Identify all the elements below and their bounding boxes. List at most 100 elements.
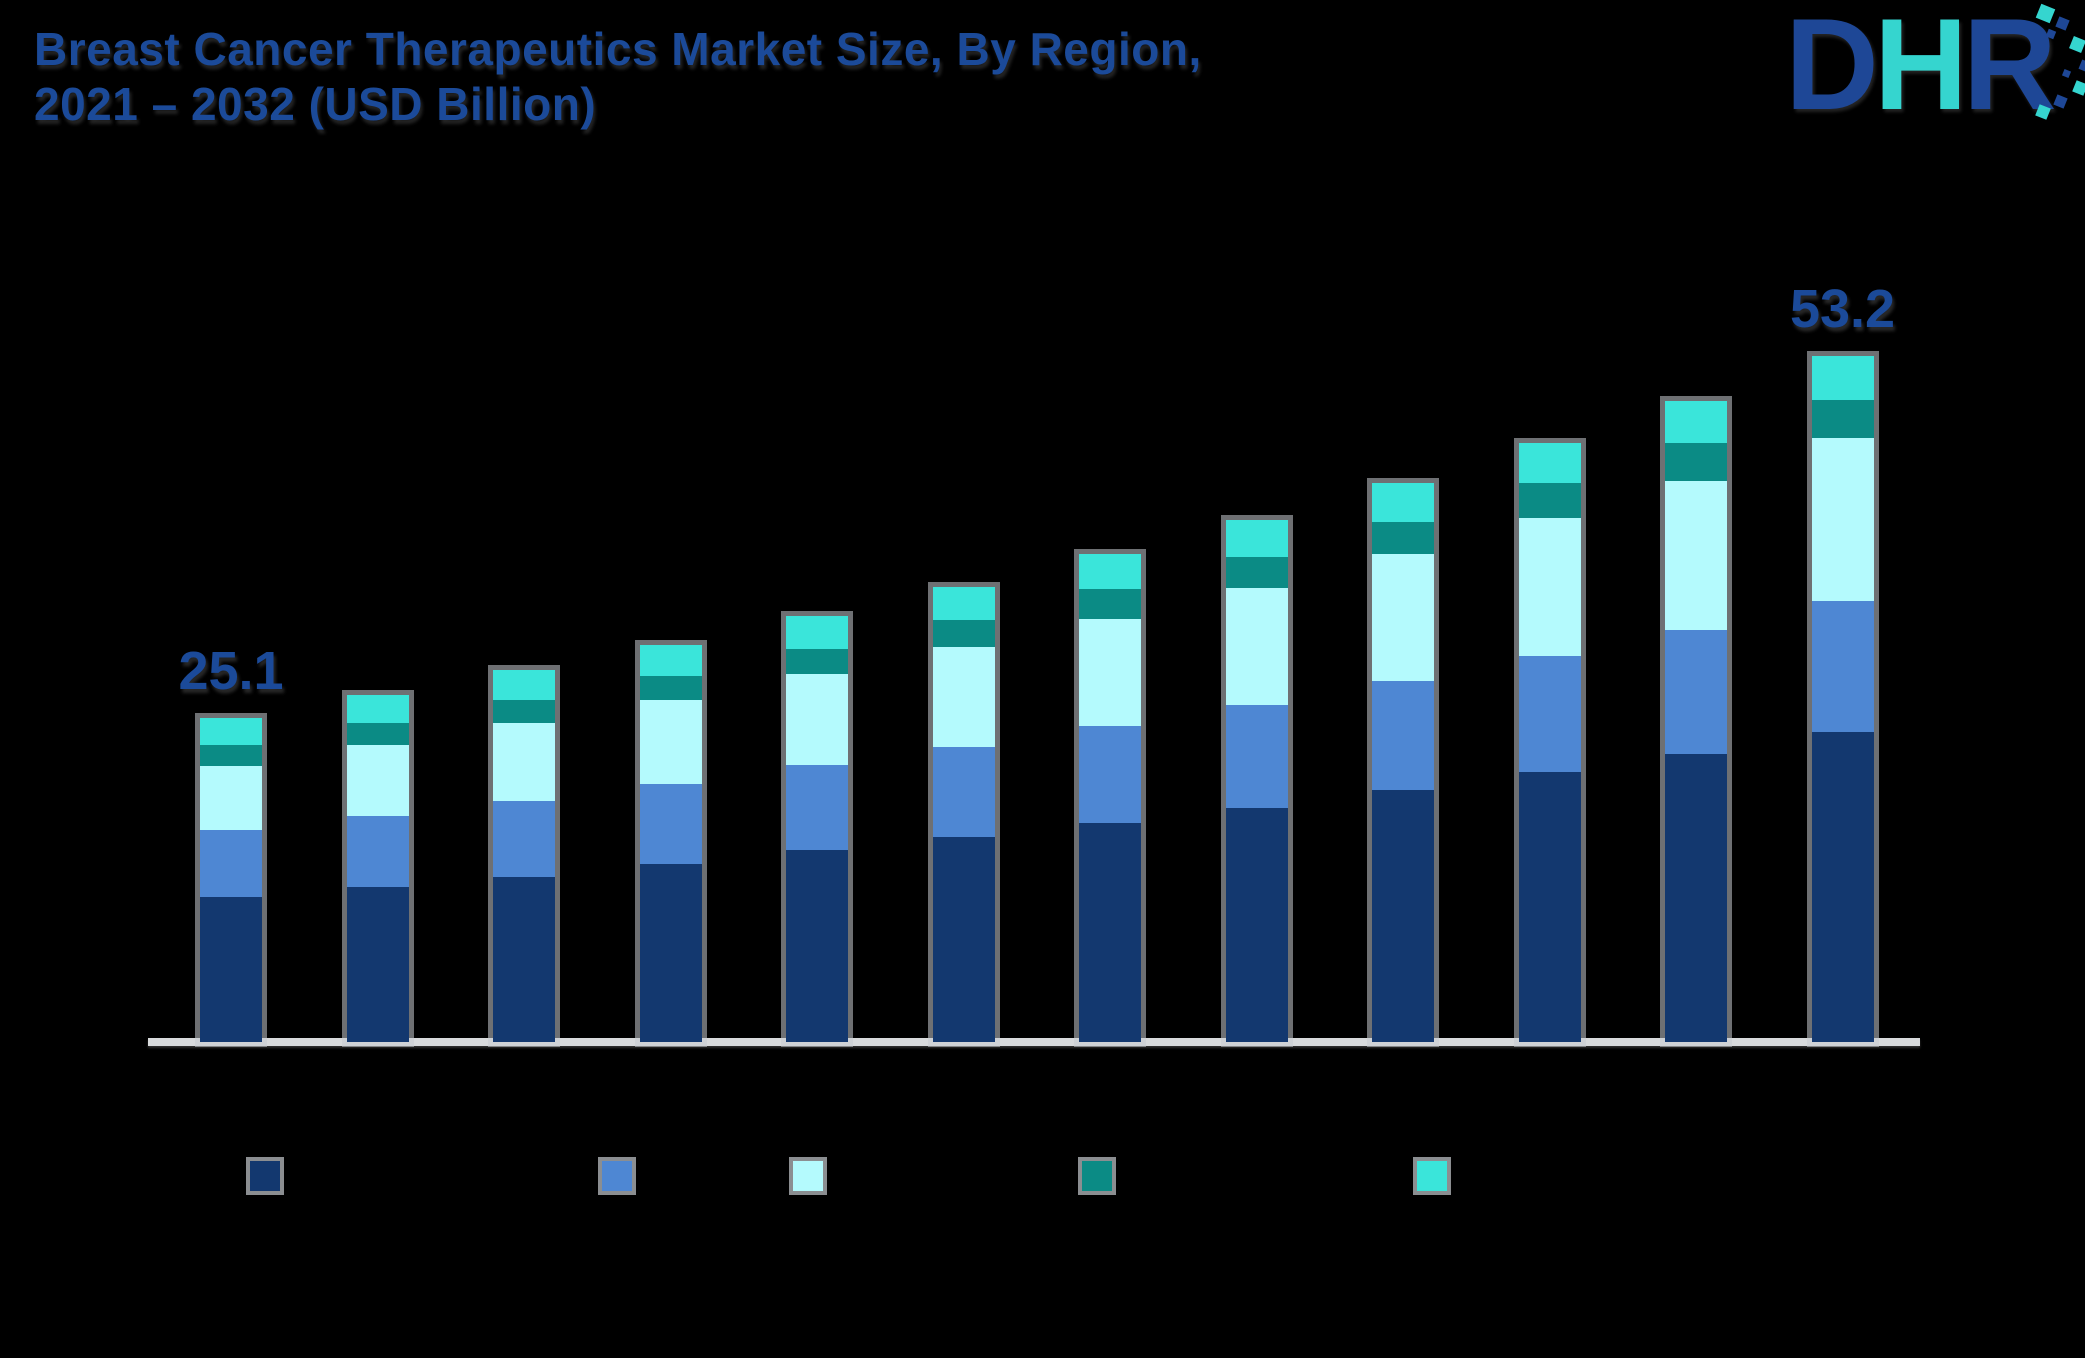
segment-north-america-2028 <box>1225 808 1288 1042</box>
segment-middle-east-africa-2024 <box>639 644 702 676</box>
dhr-logo: D H R <box>1785 0 2085 144</box>
segment-middle-east-africa-2032 <box>1811 355 1874 400</box>
segment-north-america-2021 <box>200 897 262 1042</box>
segment-middle-east-africa-2031 <box>1665 400 1727 444</box>
segment-latin-america-2027 <box>1079 589 1141 619</box>
bar-2023 <box>488 665 560 1047</box>
segment-latin-america-2030 <box>1518 483 1581 519</box>
x-axis-label-2031: 2031 <box>1669 1052 1723 1079</box>
segment-asia-pacific-2032 <box>1811 438 1874 601</box>
segment-latin-america-2029 <box>1372 522 1434 555</box>
bar-2025 <box>781 611 853 1047</box>
segment-north-america-2032 <box>1811 732 1874 1042</box>
segment-asia-pacific-2028 <box>1225 587 1288 706</box>
segment-asia-pacific-2026 <box>932 647 995 747</box>
bar-2030 <box>1513 438 1586 1047</box>
bar-2027 <box>1074 549 1146 1047</box>
segment-asia-pacific-2025 <box>786 674 848 765</box>
segment-europe-2032 <box>1811 600 1874 733</box>
legend-item-north-america: North America <box>246 1156 461 1195</box>
bar-2024 <box>634 639 707 1047</box>
logo-letter-h: H <box>1873 0 1968 137</box>
segment-north-america-2024 <box>639 863 702 1042</box>
segment-europe-2030 <box>1518 656 1581 773</box>
chart-title: Breast Cancer Therapeutics Market Size, … <box>34 22 1202 132</box>
segment-asia-pacific-2023 <box>493 723 555 801</box>
chart-title-line1: Breast Cancer Therapeutics Market Size, … <box>34 23 1202 75</box>
segment-middle-east-africa-2025 <box>786 616 848 649</box>
bar-2026 <box>927 581 1000 1047</box>
segment-europe-2021 <box>200 830 262 898</box>
segment-asia-pacific-2024 <box>639 700 702 784</box>
legend-item-middle-east-africa: Middle East & Africa <box>1413 1156 1696 1195</box>
bar-2021 <box>195 713 267 1047</box>
legend-label-latin-america: Latin America <box>1128 1160 1286 1190</box>
x-axis-label-2025: 2025 <box>790 1052 844 1079</box>
segment-middle-east-africa-2026 <box>932 586 995 621</box>
legend-swatch-asia-pacific <box>789 1156 827 1195</box>
segment-europe-2028 <box>1225 705 1288 809</box>
x-axis-label-2028: 2028 <box>1229 1052 1284 1079</box>
segment-north-america-2031 <box>1665 754 1727 1042</box>
x-axis-label-2021: 2021 <box>204 1052 258 1079</box>
segment-latin-america-2028 <box>1225 556 1288 588</box>
segment-north-america-2023 <box>493 876 555 1042</box>
segment-north-america-2022 <box>346 887 409 1042</box>
bar-2031 <box>1660 395 1732 1047</box>
segment-latin-america-2031 <box>1665 443 1727 481</box>
segment-europe-2031 <box>1665 630 1727 755</box>
legend-item-europe: Europe <box>598 1156 732 1195</box>
legend-label-asia-pacific: Asia Pacific <box>839 1160 974 1190</box>
segment-latin-america-2021 <box>200 745 262 766</box>
x-axis-line <box>148 1038 1920 1046</box>
legend-swatch-middle-east-africa <box>1413 1156 1451 1195</box>
legend-label-middle-east-africa: Middle East & Africa <box>1463 1160 1696 1190</box>
value-label-2021: 25.1 <box>178 641 284 702</box>
x-axis-label-2024: 2024 <box>643 1052 698 1079</box>
segment-asia-pacific-2021 <box>200 765 262 831</box>
legend-item-latin-america: Latin America <box>1078 1156 1286 1195</box>
dhr-logo-letters: D H R <box>1785 0 2085 137</box>
x-axis-label-2029: 2029 <box>1376 1052 1430 1079</box>
bar-2022 <box>341 689 414 1047</box>
segment-middle-east-africa-2021 <box>200 718 262 746</box>
segment-latin-america-2032 <box>1811 399 1874 439</box>
segment-latin-america-2025 <box>786 648 848 675</box>
segment-north-america-2026 <box>932 836 995 1042</box>
segment-europe-2023 <box>493 800 555 877</box>
legend-label-north-america: North America <box>296 1160 461 1190</box>
segment-europe-2027 <box>1079 725 1141 823</box>
segment-latin-america-2026 <box>932 620 995 648</box>
bar-2028 <box>1220 514 1293 1047</box>
legend-swatch-north-america <box>246 1156 284 1195</box>
segment-middle-east-africa-2023 <box>493 670 555 701</box>
legend-swatch-latin-america <box>1078 1156 1116 1195</box>
segment-middle-east-africa-2030 <box>1518 443 1581 484</box>
legend-label-europe: Europe <box>648 1160 732 1190</box>
legend-item-asia-pacific: Asia Pacific <box>789 1156 974 1195</box>
segment-europe-2024 <box>639 783 702 864</box>
x-axis-label-2030: 2030 <box>1522 1052 1577 1079</box>
segment-europe-2026 <box>932 746 995 837</box>
segment-north-america-2027 <box>1079 822 1141 1042</box>
x-axis-label-2032: 2032 <box>1815 1052 1870 1079</box>
segment-middle-east-africa-2022 <box>346 694 409 724</box>
value-label-2032: 53.2 <box>1789 278 1896 339</box>
segment-latin-america-2024 <box>639 675 702 701</box>
legend-swatch-europe <box>598 1156 636 1195</box>
segment-asia-pacific-2022 <box>346 745 409 817</box>
segment-north-america-2029 <box>1372 790 1434 1042</box>
segment-north-america-2030 <box>1518 772 1581 1042</box>
bar-2032 <box>1806 350 1879 1047</box>
segment-europe-2025 <box>786 764 848 850</box>
segment-north-america-2025 <box>786 849 848 1042</box>
segment-middle-east-africa-2027 <box>1079 554 1141 590</box>
segment-latin-america-2023 <box>493 700 555 724</box>
x-axis-label-2026: 2026 <box>936 1052 991 1079</box>
x-axis-label-2023: 2023 <box>497 1052 551 1079</box>
segment-asia-pacific-2027 <box>1079 618 1141 726</box>
x-axis-label-2027: 2027 <box>1083 1052 1137 1079</box>
segment-middle-east-africa-2029 <box>1372 483 1434 523</box>
segment-latin-america-2022 <box>346 723 409 746</box>
